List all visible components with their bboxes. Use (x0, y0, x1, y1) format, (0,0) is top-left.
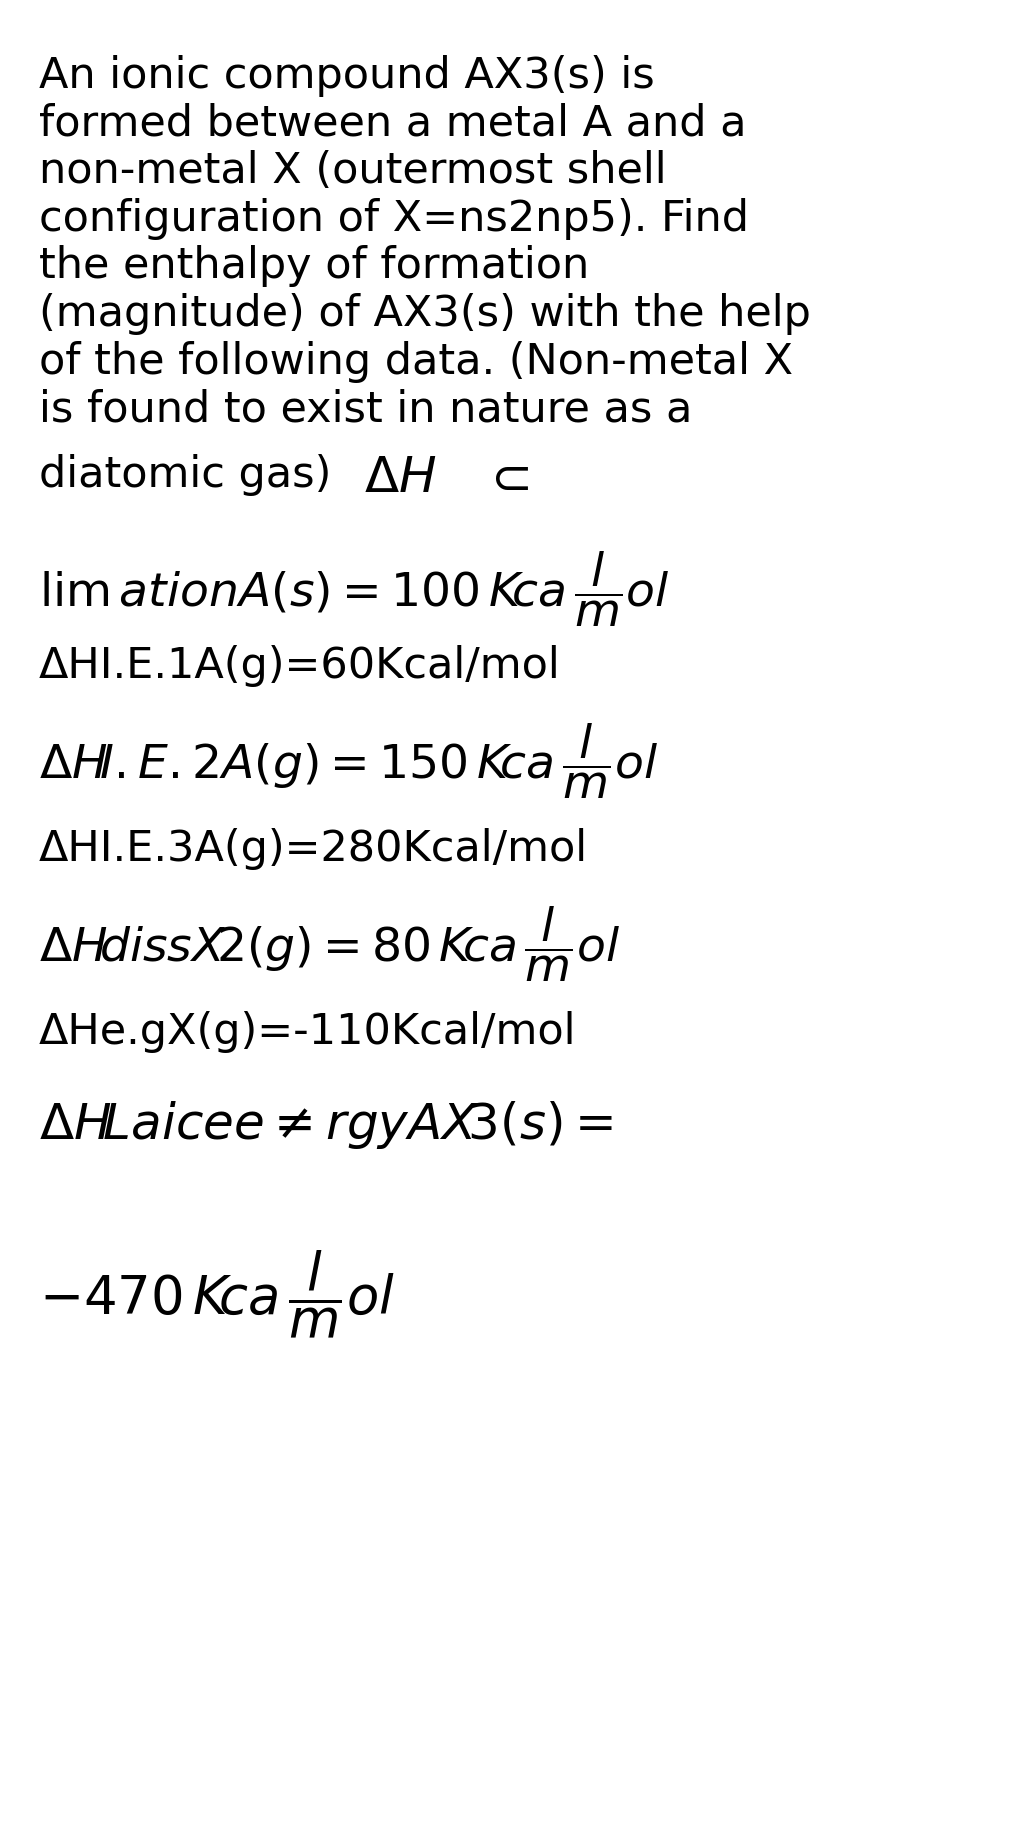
Text: An ionic compound AX3(s) is: An ionic compound AX3(s) is (39, 55, 654, 97)
Text: of the following data. (Non-metal X: of the following data. (Non-metal X (39, 340, 793, 382)
Text: diatomic gas): diatomic gas) (39, 454, 332, 496)
Text: ΔHI.E.1A(g)=60Kcal/mol: ΔHI.E.1A(g)=60Kcal/mol (39, 644, 561, 686)
Text: is found to exist in nature as a: is found to exist in nature as a (39, 388, 692, 430)
Text: ΔHe.gX(g)=-110Kcal/mol: ΔHe.gX(g)=-110Kcal/mol (39, 1010, 577, 1052)
Text: (magnitude) of AX3(s) with the help: (magnitude) of AX3(s) with the help (39, 293, 811, 335)
Text: configuration of X=ns2np5). Find: configuration of X=ns2np5). Find (39, 198, 749, 240)
Text: $\Delta H$: $\Delta H$ (364, 454, 436, 501)
Text: $\subset$: $\subset$ (481, 454, 530, 501)
Text: $\Delta H\!I.E.2A(g) = 150\,K\!ca\,\dfrac{l}{m}ol$: $\Delta H\!I.E.2A(g) = 150\,K\!ca\,\dfra… (39, 721, 658, 802)
Text: $\Delta H\!Laicee \neq rgyAX\!3(s) =$: $\Delta H\!Laicee \neq rgyAX\!3(s) =$ (39, 1098, 612, 1149)
Text: $\Delta H\!diss X\!2(g) = 80\,K\!ca\,\dfrac{l}{m}ol$: $\Delta H\!diss X\!2(g) = 80\,K\!ca\,\df… (39, 904, 621, 985)
Text: the enthalpy of formation: the enthalpy of formation (39, 245, 589, 287)
Text: formed between a metal A and a: formed between a metal A and a (39, 102, 746, 145)
Text: $-470\,K\!ca\,\dfrac{l}{m}ol$: $-470\,K\!ca\,\dfrac{l}{m}ol$ (39, 1248, 395, 1340)
Text: $\lim\,ation A(s) = 100\,K\!ca\,\dfrac{l}{m}ol$: $\lim\,ation A(s) = 100\,K\!ca\,\dfrac{l… (39, 549, 670, 630)
Text: non-metal X (outermost shell: non-metal X (outermost shell (39, 150, 667, 192)
Text: ΔHI.E.3A(g)=280Kcal/mol: ΔHI.E.3A(g)=280Kcal/mol (39, 827, 588, 869)
